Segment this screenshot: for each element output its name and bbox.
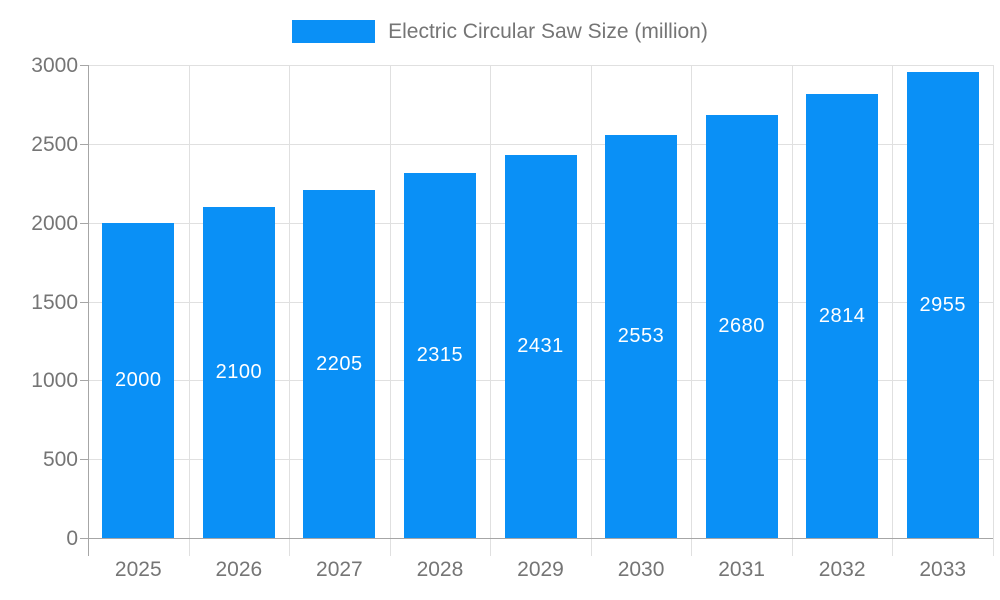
- y-axis-label: 2500: [31, 132, 78, 156]
- x-axis-tick: [892, 538, 894, 556]
- bar-value-label: 2100: [215, 360, 263, 383]
- x-axis-label: 2030: [617, 558, 665, 581]
- y-axis-line: [88, 65, 89, 538]
- y-axis-label: 0: [66, 527, 78, 550]
- y-axis-label: 1000: [31, 369, 78, 393]
- x-axis-tick: [791, 538, 793, 556]
- bar-value-label: 2000: [115, 368, 162, 391]
- bar-value-label: 2553: [617, 325, 665, 348]
- x-axis-label: 2031: [718, 558, 765, 581]
- bar: 2814: [806, 94, 879, 538]
- legend-label: Electric Circular Saw Size (million): [388, 20, 708, 43]
- gridline-horizontal: [88, 65, 993, 66]
- x-axis-tick: [88, 538, 89, 556]
- y-axis-tick: [80, 380, 88, 382]
- x-axis-tick: [389, 538, 391, 556]
- y-axis-label: 500: [42, 448, 78, 472]
- gridline-vertical: [389, 65, 391, 538]
- gridline-vertical: [892, 65, 894, 538]
- bar: 2553: [605, 135, 678, 538]
- gridline-horizontal: [88, 143, 993, 145]
- x-axis-tick: [691, 538, 693, 556]
- y-axis-label: 2000: [31, 211, 78, 235]
- y-axis-tick: [80, 538, 88, 539]
- bar: 2955: [906, 72, 979, 538]
- gridline-vertical: [490, 65, 492, 538]
- y-axis-tick: [80, 65, 88, 66]
- gridline-vertical: [188, 65, 190, 538]
- bar: 2431: [504, 154, 577, 538]
- x-axis-tick: [490, 538, 492, 556]
- bar-value-label: 2680: [718, 315, 765, 338]
- bar-value-label: 2955: [919, 293, 966, 316]
- x-axis-label: 2033: [919, 558, 967, 581]
- x-axis-label: 2032: [818, 558, 866, 581]
- gridline-vertical: [691, 65, 693, 538]
- x-axis-label: 2029: [517, 558, 564, 581]
- y-axis-label: 3000: [31, 54, 78, 77]
- bar-value-label: 2205: [316, 352, 363, 375]
- legend[interactable]: Electric Circular Saw Size (million): [0, 20, 1000, 43]
- y-axis-tick: [80, 222, 88, 224]
- gridline-vertical: [289, 65, 291, 538]
- x-axis-line: [88, 538, 993, 539]
- bar: 2000: [102, 222, 175, 538]
- bar-value-label: 2814: [818, 304, 866, 327]
- x-axis-tick: [993, 538, 994, 556]
- bar: 2100: [202, 206, 275, 538]
- x-axis-label: 2026: [215, 558, 263, 581]
- y-axis-tick: [80, 459, 88, 461]
- bar: 2315: [403, 173, 476, 538]
- gridline-vertical: [590, 65, 592, 538]
- gridline-vertical: [791, 65, 793, 538]
- y-axis-label: 1500: [31, 290, 78, 314]
- bar: 2205: [303, 190, 376, 538]
- bar-value-label: 2431: [517, 334, 564, 357]
- x-axis-tick: [188, 538, 190, 556]
- legend-swatch: [292, 20, 376, 43]
- y-axis-tick: [80, 301, 88, 303]
- y-axis-tick: [80, 143, 88, 145]
- bar: 2680: [705, 115, 778, 538]
- x-axis-tick: [590, 538, 592, 556]
- x-axis-tick: [289, 538, 291, 556]
- x-axis-label: 2025: [114, 558, 162, 581]
- x-axis-label: 2028: [416, 558, 464, 581]
- gridline-vertical: [993, 65, 994, 538]
- x-axis-label: 2027: [316, 558, 363, 581]
- bar-value-label: 2315: [416, 343, 464, 366]
